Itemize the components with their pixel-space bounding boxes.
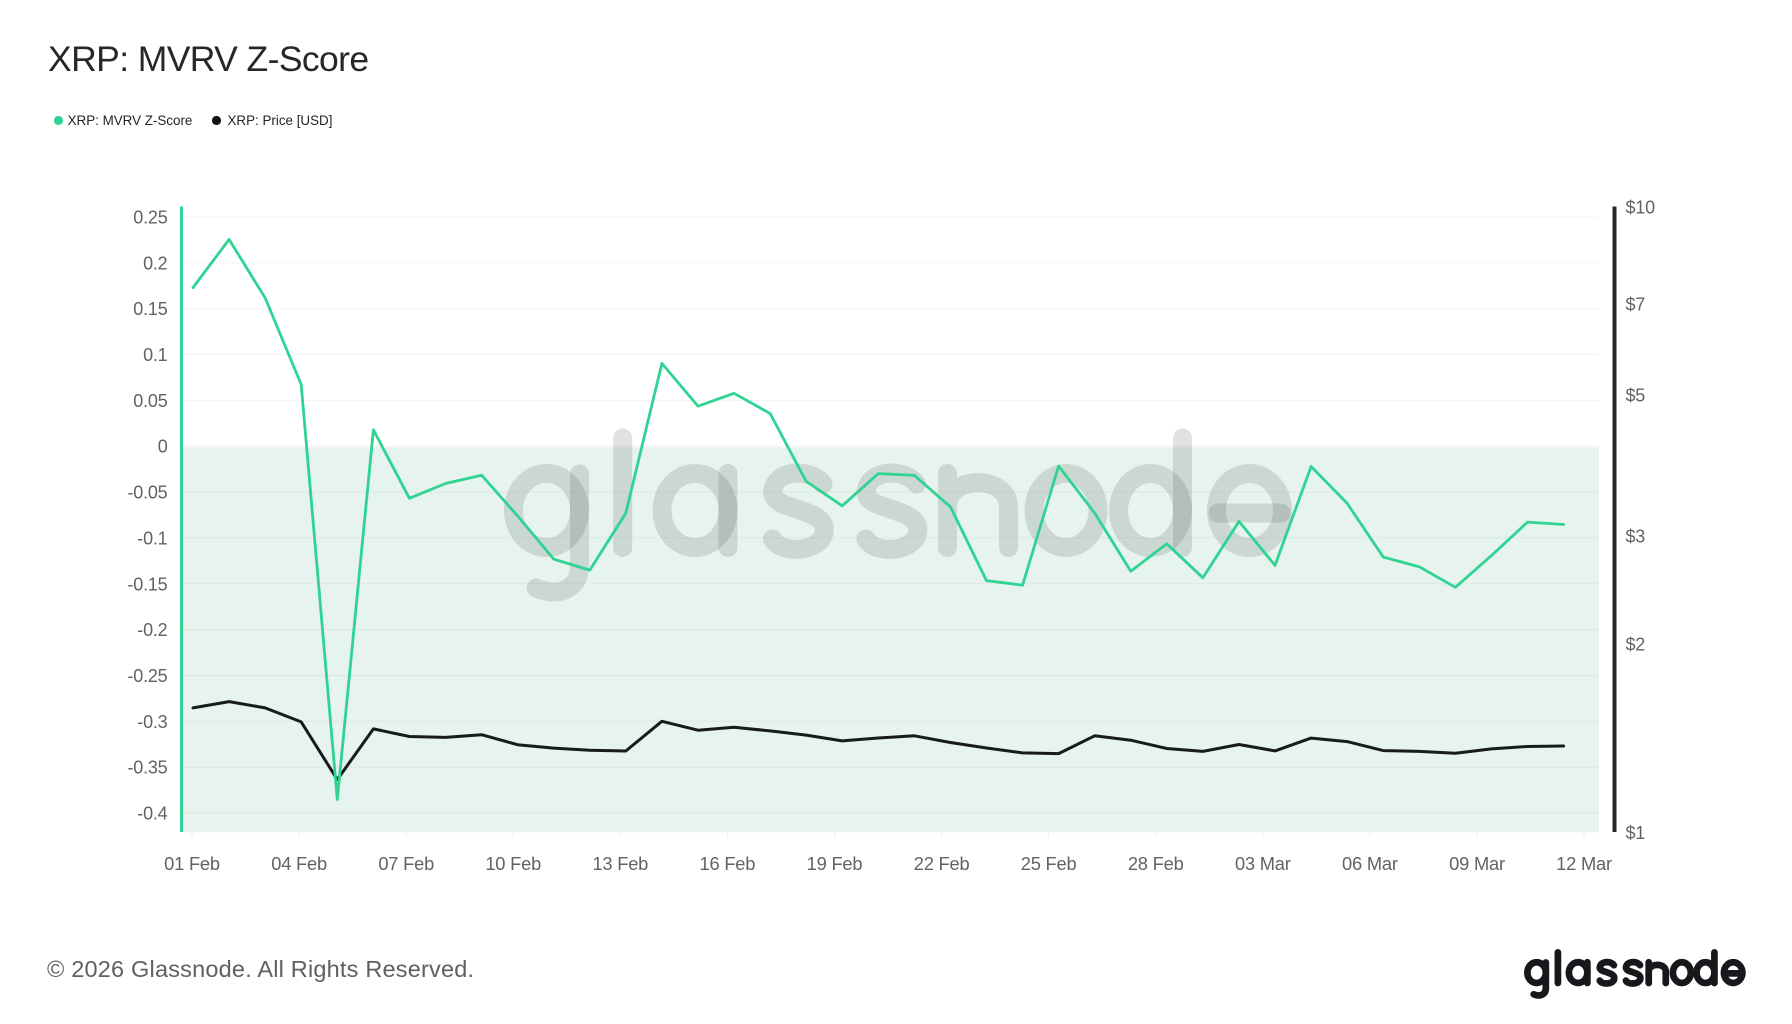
svg-text:0.15: 0.15 [133,299,167,319]
svg-text:$5: $5 [1626,386,1646,406]
svg-text:$1: $1 [1626,823,1646,843]
svg-text:28 Feb: 28 Feb [1128,853,1184,874]
svg-text:07 Feb: 07 Feb [378,853,434,874]
svg-text:-0.05: -0.05 [127,483,167,503]
svg-text:-0.15: -0.15 [127,574,167,594]
svg-text:10 Feb: 10 Feb [485,853,541,874]
svg-text:$2: $2 [1626,634,1646,654]
svg-text:$3: $3 [1626,526,1646,546]
svg-text:0.1: 0.1 [143,345,168,365]
svg-text:-0.2: -0.2 [137,620,167,640]
svg-text:04 Feb: 04 Feb [271,853,327,874]
svg-text:-0.25: -0.25 [127,666,167,686]
svg-text:03 Mar: 03 Mar [1235,853,1291,874]
svg-text:0.25: 0.25 [133,208,167,228]
svg-text:09 Mar: 09 Mar [1449,853,1505,874]
svg-text:-0.1: -0.1 [137,528,167,548]
svg-text:16 Feb: 16 Feb [700,853,756,874]
svg-text:0.05: 0.05 [133,391,167,411]
svg-text:25 Feb: 25 Feb [1021,853,1077,874]
svg-text:0: 0 [158,437,168,457]
svg-text:0.2: 0.2 [143,253,168,273]
svg-text:-0.35: -0.35 [127,758,167,778]
svg-text:19 Feb: 19 Feb [807,853,863,874]
svg-text:-0.3: -0.3 [137,712,167,732]
svg-text:06 Mar: 06 Mar [1342,853,1398,874]
svg-text:12 Mar: 12 Mar [1556,853,1612,874]
svg-text:-0.4: -0.4 [137,804,167,824]
svg-text:13 Feb: 13 Feb [592,853,648,874]
svg-text:$10: $10 [1626,198,1656,218]
svg-text:22 Feb: 22 Feb [914,853,970,874]
svg-text:$7: $7 [1626,294,1646,314]
svg-text:01 Feb: 01 Feb [164,853,220,874]
